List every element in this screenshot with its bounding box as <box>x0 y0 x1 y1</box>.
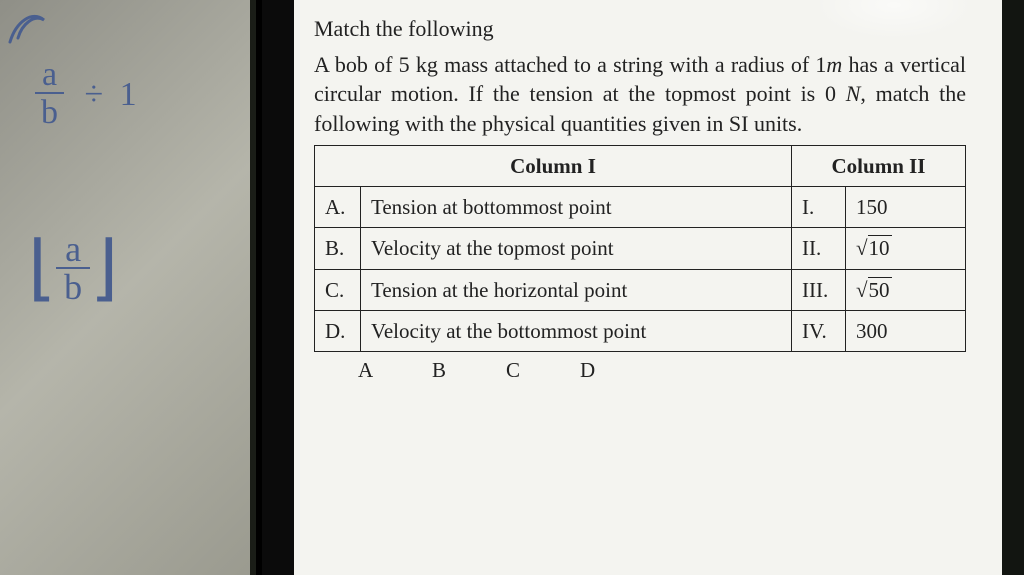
row-value: √10 <box>846 228 966 269</box>
key-c: C <box>506 356 580 384</box>
match-table: Column I Column II A.Tension at bottommo… <box>314 145 966 353</box>
floor-denominator: b <box>56 269 90 305</box>
row-letter: A. <box>315 187 361 228</box>
equation-rhs: ÷ 1 <box>85 76 141 113</box>
handwritten-fraction-equation: a b ÷ 1 <box>35 58 141 131</box>
col2-header: Column II <box>792 145 966 186</box>
row-description: Velocity at the topmost point <box>361 228 792 269</box>
row-roman: I. <box>792 187 846 228</box>
row-roman: IV. <box>792 311 846 352</box>
row-value: 150 <box>846 187 966 228</box>
question-lead: Match the following <box>314 14 966 44</box>
answer-key-row: ABCD <box>358 356 966 384</box>
table-row: A.Tension at bottommost pointI.150 <box>315 187 966 228</box>
col1-header: Column I <box>315 145 792 186</box>
body-n: N <box>846 81 861 106</box>
question-body: A bob of 5 kg mass attached to a string … <box>314 50 966 139</box>
row-value: 300 <box>846 311 966 352</box>
key-d: D <box>580 356 654 384</box>
row-description: Tension at bottommost point <box>361 187 792 228</box>
row-roman: II. <box>792 228 846 269</box>
phone-frame-right <box>1002 0 1024 575</box>
fraction-denominator: b <box>35 94 64 131</box>
key-b: B <box>432 356 506 384</box>
table-row: B.Velocity at the topmost pointII.√10 <box>315 228 966 269</box>
table-row: C.Tension at the horizontal pointIII.√50 <box>315 269 966 310</box>
row-roman: III. <box>792 269 846 310</box>
body-unit: m <box>826 52 842 77</box>
row-letter: B. <box>315 228 361 269</box>
row-description: Tension at the horizontal point <box>361 269 792 310</box>
table-row: D.Velocity at the bottommost pointIV.300 <box>315 311 966 352</box>
row-letter: C. <box>315 269 361 310</box>
table-header-row: Column I Column II <box>315 145 966 186</box>
row-letter: D. <box>315 311 361 352</box>
pen-scribble <box>4 4 54 54</box>
question-page: Match the following A bob of 5 kg mass a… <box>294 0 1002 575</box>
fraction-numerator: a <box>35 58 64 94</box>
handwritten-floor-fraction: ⌊ a b ⌋ <box>28 225 118 310</box>
floor-numerator: a <box>56 231 90 269</box>
key-a: A <box>358 356 432 384</box>
body-pre: A bob of 5 kg mass attached to a string … <box>314 52 826 77</box>
row-description: Velocity at the bottommost point <box>361 311 792 352</box>
row-value: √50 <box>846 269 966 310</box>
